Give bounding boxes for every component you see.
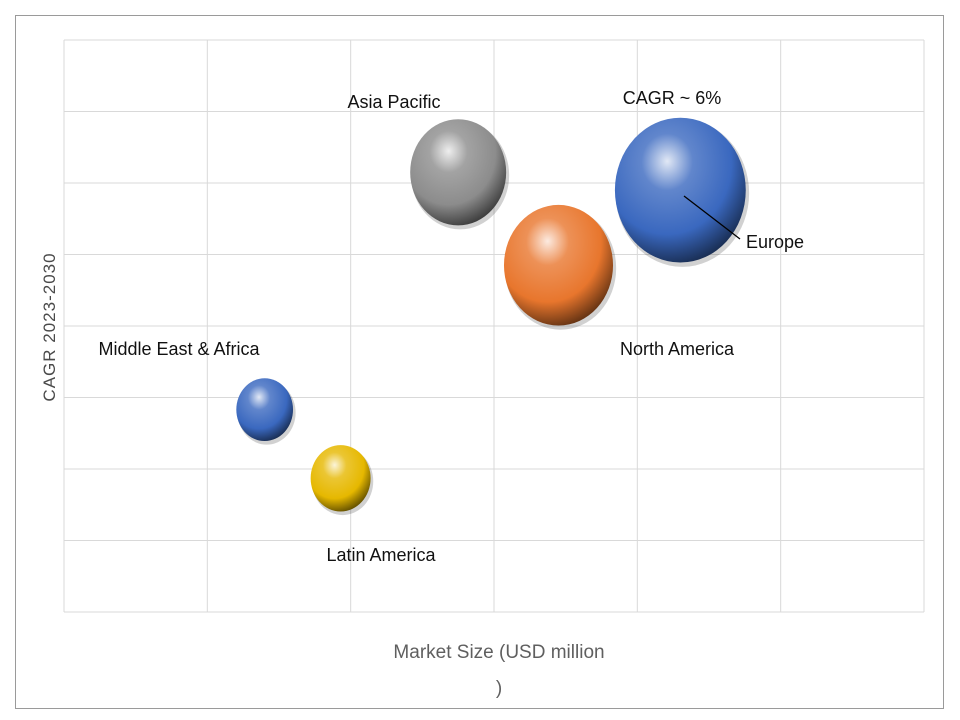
label-north-america: North America (620, 339, 735, 359)
bubble-north-america (503, 204, 614, 326)
cagr-annotation: CAGR ~ 6% (623, 88, 722, 108)
x-axis-title: Market Size (USD million (393, 642, 604, 663)
bubble-middle-east-africa (236, 378, 294, 442)
label-middle-east-africa: Middle East & Africa (98, 339, 260, 359)
label-latin-america: Latin America (326, 545, 436, 565)
bubbles (236, 117, 750, 516)
label-europe: Europe (746, 232, 804, 252)
grid (63, 39, 925, 613)
labels: Asia Pacific North America Europe Middle… (40, 88, 804, 699)
label-asia-pacific: Asia Pacific (347, 92, 440, 112)
y-axis-title: CAGR 2023-2030 (40, 252, 59, 401)
x-axis-title-cont: ) (496, 678, 502, 699)
bubble-latin-america (310, 445, 371, 512)
bubble-europe (614, 117, 746, 263)
europe-leader-line (683, 195, 741, 240)
bubble-asia-pacific (410, 119, 507, 226)
